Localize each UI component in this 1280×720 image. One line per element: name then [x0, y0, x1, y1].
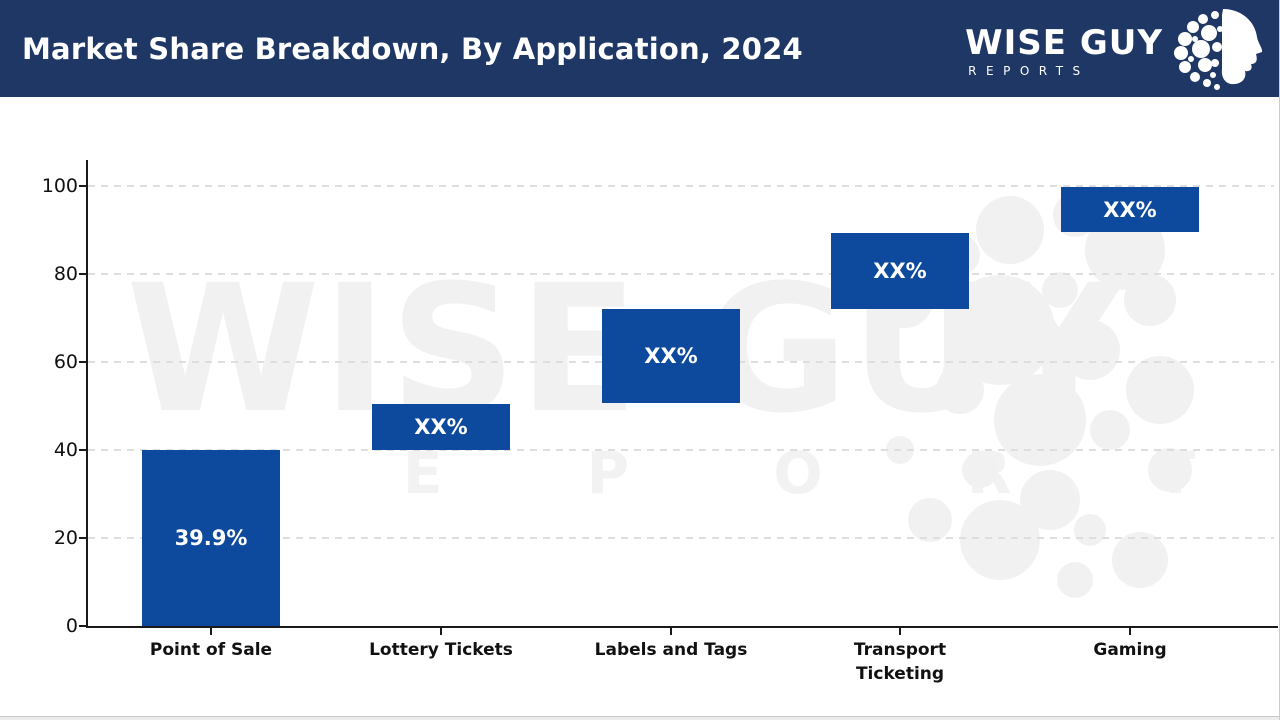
wise-guy-logo: WISE GUY REPORTS	[965, 7, 1265, 91]
x-category-label: Gaming	[1093, 640, 1167, 660]
y-tick-mark	[79, 625, 86, 627]
bar-value-label: XX%	[414, 415, 468, 440]
y-tick-mark	[79, 361, 86, 363]
bar-segment: XX%	[372, 403, 510, 451]
y-tick-mark	[79, 449, 86, 451]
x-tick-mark	[440, 628, 442, 635]
bar-value-label: XX%	[873, 258, 927, 283]
x-category-label: Labels and Tags	[594, 640, 748, 660]
bar-value-label: 39.9%	[174, 526, 248, 551]
bar-segment: XX%	[1061, 186, 1199, 233]
y-tick-label: 60	[53, 351, 78, 373]
x-category-label: Lottery Tickets	[369, 640, 513, 660]
y-tick-label: 20	[53, 527, 78, 549]
y-tick-label: 0	[65, 615, 78, 637]
logo-wiseguy-label: WISE GUY	[965, 22, 1163, 63]
header-bar: Market Share Breakdown, By Application, …	[0, 0, 1279, 97]
y-axis-line	[86, 160, 88, 628]
bottom-border-strip	[0, 716, 1279, 720]
logo-face-icon	[1174, 8, 1263, 90]
x-category-label: Point of Sale	[149, 640, 273, 660]
y-tick-mark	[79, 537, 86, 539]
y-tick-mark	[79, 273, 86, 275]
bar-segment: XX%	[602, 309, 740, 404]
gridline	[88, 449, 1274, 451]
y-tick-label: 100	[41, 175, 78, 197]
x-tick-mark	[1129, 628, 1131, 635]
bar-segment: XX%	[831, 233, 969, 309]
logo-reports-label: REPORTS	[968, 63, 1090, 78]
gridline	[88, 537, 1274, 539]
y-tick-label: 80	[53, 263, 78, 285]
y-tick-label: 40	[53, 439, 78, 461]
x-tick-mark	[899, 628, 901, 635]
x-tick-mark	[210, 628, 212, 635]
bar-value-label: XX%	[1103, 197, 1157, 222]
x-axis-line	[86, 626, 1278, 628]
gridline	[88, 185, 1274, 187]
page-title: Market Share Breakdown, By Application, …	[22, 31, 803, 66]
x-tick-mark	[670, 628, 672, 635]
bar-value-label: XX%	[644, 344, 698, 369]
gridline	[88, 273, 1274, 275]
bar-segment: 39.9%	[142, 450, 280, 626]
x-category-label: Transport Ticketing	[853, 640, 947, 684]
y-tick-mark	[79, 185, 86, 187]
